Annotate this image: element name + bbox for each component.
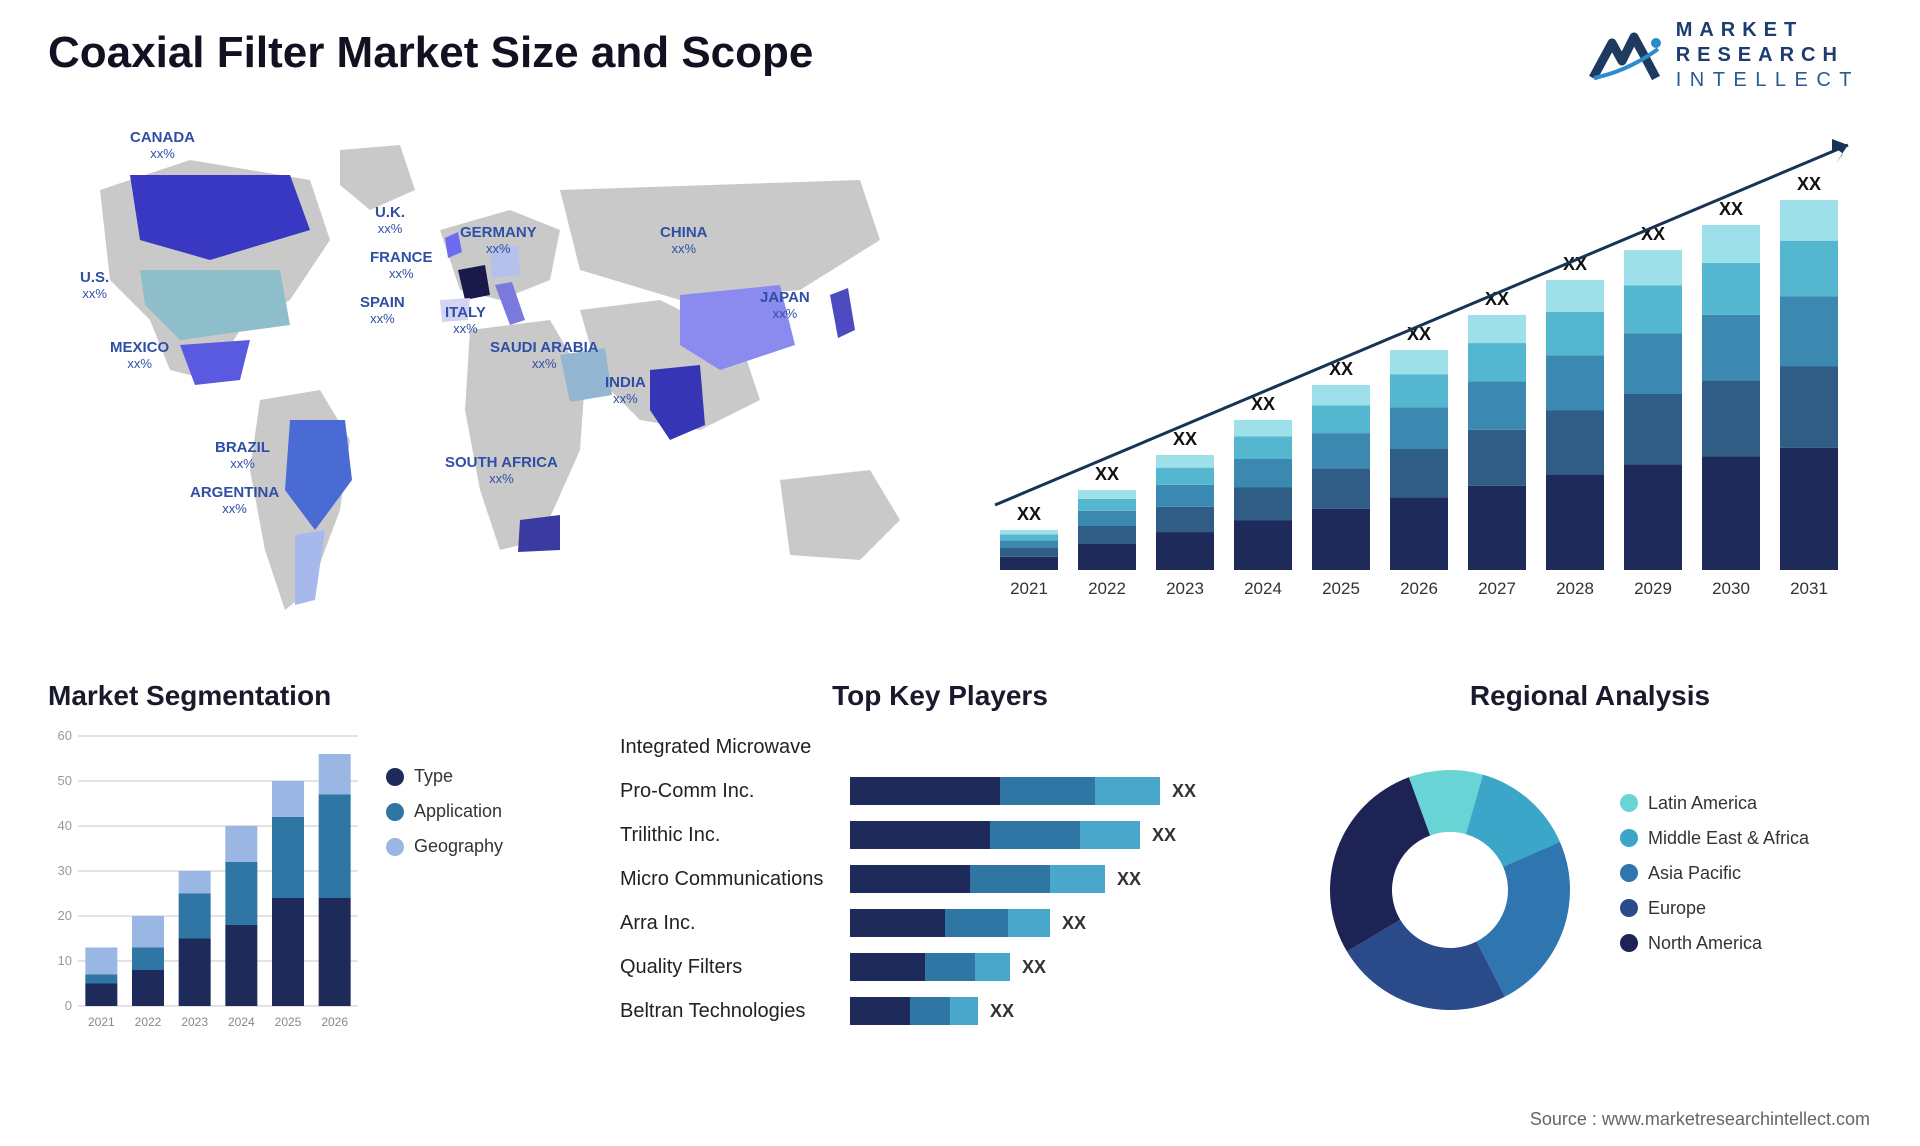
- player-value: XX: [1022, 957, 1046, 978]
- brand-logo: MARKET RESEARCH INTELLECT: [1588, 18, 1860, 93]
- map-label: INDIAxx%: [605, 375, 646, 407]
- player-name: Quality Filters: [620, 956, 850, 979]
- segmentation-legend-item: Type: [386, 766, 503, 787]
- logo-icon: [1588, 23, 1662, 89]
- map-label: U.S.xx%: [80, 270, 109, 302]
- map-label: CANADAxx%: [130, 130, 195, 162]
- page-title: Coaxial Filter Market Size and Scope: [48, 28, 813, 78]
- svg-text:2027: 2027: [1478, 579, 1516, 598]
- players-list: Integrated MicrowavePro-Comm Inc.XXTrili…: [620, 728, 1260, 1030]
- svg-text:XX: XX: [1719, 199, 1743, 219]
- player-value: XX: [1117, 869, 1141, 890]
- svg-text:30: 30: [58, 863, 72, 878]
- player-name: Arra Inc.: [620, 912, 850, 935]
- regional-title: Regional Analysis: [1310, 680, 1870, 712]
- player-row: Trilithic Inc. XX: [620, 816, 1260, 854]
- regional-legend-item: Europe: [1620, 898, 1809, 919]
- segmentation-legend-item: Application: [386, 801, 503, 822]
- svg-text:2023: 2023: [1166, 579, 1204, 598]
- player-value: XX: [1152, 825, 1176, 846]
- svg-text:2024: 2024: [228, 1015, 255, 1029]
- svg-text:2021: 2021: [1010, 579, 1048, 598]
- svg-text:50: 50: [58, 773, 72, 788]
- svg-text:2030: 2030: [1712, 579, 1750, 598]
- svg-text:20: 20: [58, 908, 72, 923]
- player-row: Pro-Comm Inc. XX: [620, 772, 1260, 810]
- svg-text:2022: 2022: [1088, 579, 1126, 598]
- segmentation-legend: Type Application Geography: [386, 726, 503, 1036]
- svg-text:2025: 2025: [1322, 579, 1360, 598]
- map-label: FRANCExx%: [370, 250, 433, 282]
- player-bar: [850, 821, 1140, 849]
- svg-text:2025: 2025: [275, 1015, 302, 1029]
- player-bar: [850, 953, 1010, 981]
- svg-text:2023: 2023: [181, 1015, 208, 1029]
- logo-line2: RESEARCH: [1676, 43, 1860, 68]
- svg-text:2031: 2031: [1790, 579, 1828, 598]
- svg-text:XX: XX: [1173, 429, 1197, 449]
- top-key-players-section: Top Key Players Integrated Microwave Pro-…: [620, 680, 1260, 1036]
- svg-text:2021: 2021: [88, 1015, 115, 1029]
- svg-text:0: 0: [65, 998, 72, 1013]
- map-label: ARGENTINAxx%: [190, 485, 279, 517]
- player-value: XX: [1172, 781, 1196, 802]
- svg-text:XX: XX: [1017, 504, 1041, 524]
- player-name: Trilithic Inc.: [620, 824, 850, 847]
- svg-text:2022: 2022: [135, 1015, 162, 1029]
- map-label: SPAINxx%: [360, 295, 405, 327]
- map-label: GERMANYxx%: [460, 225, 537, 257]
- svg-text:2028: 2028: [1556, 579, 1594, 598]
- logo-line3: INTELLECT: [1676, 68, 1860, 93]
- map-label: ITALYxx%: [445, 305, 486, 337]
- player-row: Micro Communications XX: [620, 860, 1260, 898]
- map-label: JAPANxx%: [760, 290, 810, 322]
- player-row: Beltran Technologies XX: [620, 992, 1260, 1030]
- player-bar: [850, 777, 1160, 805]
- map-label: BRAZILxx%: [215, 440, 270, 472]
- svg-text:2024: 2024: [1244, 579, 1282, 598]
- segmentation-legend-item: Geography: [386, 836, 503, 857]
- svg-text:60: 60: [58, 728, 72, 743]
- map-label: MEXICOxx%: [110, 340, 169, 372]
- player-bar: [850, 997, 978, 1025]
- player-name: Micro Communications: [620, 868, 850, 891]
- svg-text:10: 10: [58, 953, 72, 968]
- player-value: XX: [1062, 913, 1086, 934]
- segmentation-title: Market Segmentation: [48, 680, 588, 712]
- regional-legend-item: Asia Pacific: [1620, 863, 1809, 884]
- player-bar: [850, 909, 1050, 937]
- svg-text:2029: 2029: [1634, 579, 1672, 598]
- player-row: Integrated Microwave: [620, 728, 1260, 766]
- player-value: XX: [990, 1001, 1014, 1022]
- player-name: Beltran Technologies: [620, 1000, 850, 1023]
- svg-text:2026: 2026: [321, 1015, 348, 1029]
- svg-text:XX: XX: [1797, 174, 1821, 194]
- regional-donut-chart: [1310, 730, 1590, 1030]
- source-attribution: Source : www.marketresearchintellect.com: [1530, 1109, 1870, 1130]
- player-row: Quality Filters XX: [620, 948, 1260, 986]
- regional-legend: Latin America Middle East & Africa Asia Pa…: [1620, 793, 1809, 968]
- growth-bar-chart: XX2021XX2022XX2023XX2024XX2025XX2026XX20…: [980, 130, 1860, 630]
- regional-analysis-section: Regional Analysis Latin America Middle Ea…: [1310, 680, 1870, 1030]
- map-label: CHINAxx%: [660, 225, 708, 257]
- regional-legend-item: Latin America: [1620, 793, 1809, 814]
- player-name: Pro-Comm Inc.: [620, 780, 850, 803]
- logo-line1: MARKET: [1676, 18, 1860, 43]
- player-row: Arra Inc. XX: [620, 904, 1260, 942]
- svg-text:2026: 2026: [1400, 579, 1438, 598]
- map-label: SAUDI ARABIAxx%: [490, 340, 599, 372]
- players-title: Top Key Players: [620, 680, 1260, 712]
- world-map: CANADAxx% U.S.xx% MEXICOxx% BRAZILxx% ARGENT…: [40, 120, 940, 640]
- player-bar: [850, 865, 1105, 893]
- market-segmentation-section: Market Segmentation 0 10 20 30 40 50 60 2021 202…: [48, 680, 588, 1036]
- svg-text:XX: XX: [1095, 464, 1119, 484]
- map-label: U.K.xx%: [375, 205, 405, 237]
- player-name: Integrated Microwave: [620, 736, 850, 759]
- regional-legend-item: Middle East & Africa: [1620, 828, 1809, 849]
- regional-legend-item: North America: [1620, 933, 1809, 954]
- svg-text:40: 40: [58, 818, 72, 833]
- map-label: SOUTH AFRICAxx%: [445, 455, 558, 487]
- segmentation-chart: 0 10 20 30 40 50 60 2021 2022 2023 2024 2025 2026: [48, 726, 358, 1036]
